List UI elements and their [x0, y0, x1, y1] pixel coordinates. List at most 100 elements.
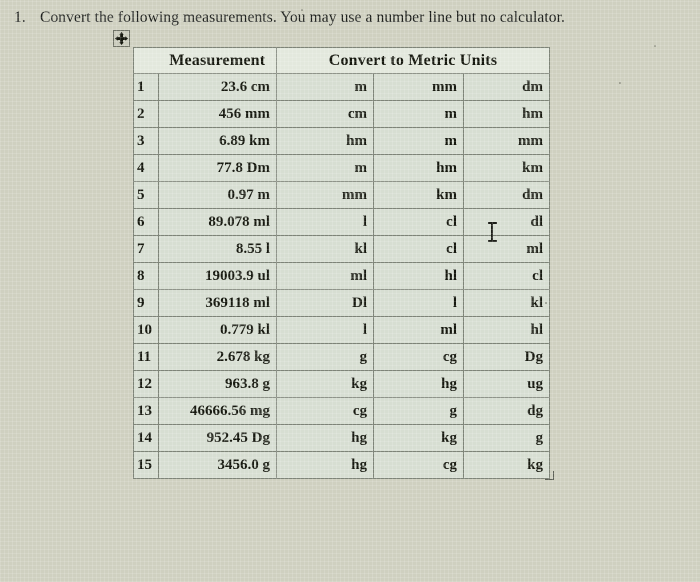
text-ibeam-cursor-icon — [488, 222, 497, 242]
measurement-value: 456 mm — [158, 100, 277, 128]
target-unit-1[interactable]: g — [276, 343, 374, 371]
target-unit-1[interactable]: l — [276, 316, 374, 344]
row-number: 1 — [133, 73, 159, 101]
table-row: 13 46666.56 mg cg g dg — [133, 397, 550, 425]
target-unit-3[interactable]: kl — [463, 289, 550, 317]
measurement-value: 89.078 ml — [158, 208, 277, 236]
target-unit-3[interactable]: g — [463, 424, 550, 452]
target-unit-3[interactable]: ml — [463, 235, 550, 263]
target-unit-1[interactable]: mm — [276, 181, 374, 209]
target-unit-3[interactable]: hl — [463, 316, 550, 344]
row-number: 14 — [133, 424, 159, 452]
row-number: 3 — [133, 127, 159, 155]
target-unit-2[interactable]: m — [373, 127, 464, 155]
target-unit-1[interactable]: cm — [276, 100, 374, 128]
target-unit-1[interactable]: hg — [276, 451, 374, 479]
target-unit-2[interactable]: hl — [373, 262, 464, 290]
table-move-handle-icon[interactable] — [113, 30, 130, 47]
target-unit-2[interactable]: cl — [373, 235, 464, 263]
target-unit-2[interactable]: cg — [373, 343, 464, 371]
target-unit-3[interactable]: hm — [463, 100, 550, 128]
target-unit-3[interactable]: km — [463, 154, 550, 182]
target-unit-1[interactable]: cg — [276, 397, 374, 425]
target-unit-1[interactable]: kl — [276, 235, 374, 263]
target-unit-1[interactable]: Dl — [276, 289, 374, 317]
target-unit-1[interactable]: l — [276, 208, 374, 236]
measurement-value: 19003.9 ul — [158, 262, 277, 290]
scan-speck — [545, 302, 547, 304]
table-row: 1 23.6 cm m mm dm — [133, 73, 550, 101]
table-row: 15 3456.0 g hg cg kg — [133, 451, 550, 479]
target-unit-2[interactable]: hg — [373, 370, 464, 398]
table-row: 6 89.078 ml l cl dl — [133, 208, 550, 236]
header-convert-to-metric-units: Convert to Metric Units — [276, 47, 550, 74]
target-unit-3[interactable]: ug — [463, 370, 550, 398]
target-unit-2[interactable]: kg — [373, 424, 464, 452]
row-number: 9 — [133, 289, 159, 317]
target-unit-3[interactable]: dl — [463, 208, 550, 236]
table-row: 7 8.55 l kl cl ml — [133, 235, 550, 263]
measurement-value: 77.8 Dm — [158, 154, 277, 182]
target-unit-3[interactable]: kg — [463, 451, 550, 479]
table-resize-handle-icon[interactable] — [545, 471, 554, 480]
measurement-value: 952.45 Dg — [158, 424, 277, 452]
table-row: 2 456 mm cm m hm — [133, 100, 550, 128]
target-unit-2[interactable]: g — [373, 397, 464, 425]
table-row: 4 77.8 Dm m hm km — [133, 154, 550, 182]
conversion-table-wrapper: Measurement Convert to Metric Units 1 23… — [133, 47, 550, 479]
table-row: 9 369118 ml Dl l kl — [133, 289, 550, 317]
measurement-value: 0.779 kl — [158, 316, 277, 344]
table-row: 11 2.678 kg g cg Dg — [133, 343, 550, 371]
target-unit-2[interactable]: mm — [373, 73, 464, 101]
measurement-value: 963.8 g — [158, 370, 277, 398]
measurement-value: 369118 ml — [158, 289, 277, 317]
target-unit-1[interactable]: kg — [276, 370, 374, 398]
table-row: 5 0.97 m mm km dm — [133, 181, 550, 209]
measurement-value: 46666.56 mg — [158, 397, 277, 425]
table-row: 12 963.8 g kg hg ug — [133, 370, 550, 398]
row-number: 7 — [133, 235, 159, 263]
target-unit-1[interactable]: hm — [276, 127, 374, 155]
target-unit-3[interactable]: mm — [463, 127, 550, 155]
table-row: 14 952.45 Dg hg kg g — [133, 424, 550, 452]
table-row: 8 19003.9 ul ml hl cl — [133, 262, 550, 290]
row-number: 2 — [133, 100, 159, 128]
table-header-row: Measurement Convert to Metric Units — [133, 47, 550, 74]
question-text: Convert the following measurements. You … — [40, 9, 565, 26]
target-unit-3[interactable]: dg — [463, 397, 550, 425]
target-unit-3[interactable]: Dg — [463, 343, 550, 371]
target-unit-1[interactable]: hg — [276, 424, 374, 452]
measurement-value: 23.6 cm — [158, 73, 277, 101]
measurement-value: 3456.0 g — [158, 451, 277, 479]
target-unit-1[interactable]: ml — [276, 262, 374, 290]
target-unit-2[interactable]: m — [373, 100, 464, 128]
header-measurement: Measurement — [158, 47, 277, 74]
row-number: 12 — [133, 370, 159, 398]
target-unit-3[interactable]: dm — [463, 181, 550, 209]
row-number: 5 — [133, 181, 159, 209]
target-unit-1[interactable]: m — [276, 73, 374, 101]
table-row: 3 6.89 km hm m mm — [133, 127, 550, 155]
question-prompt: 1. Convert the following measurements. Yo… — [14, 9, 614, 27]
target-unit-2[interactable]: ml — [373, 316, 464, 344]
target-unit-3[interactable]: cl — [463, 262, 550, 290]
row-number: 13 — [133, 397, 159, 425]
target-unit-2[interactable]: cl — [373, 208, 464, 236]
row-number: 15 — [133, 451, 159, 479]
row-number: 8 — [133, 262, 159, 290]
question-number: 1. — [14, 9, 26, 26]
target-unit-2[interactable]: hm — [373, 154, 464, 182]
row-number: 4 — [133, 154, 159, 182]
target-unit-2[interactable]: l — [373, 289, 464, 317]
target-unit-2[interactable]: cg — [373, 451, 464, 479]
measurement-value: 8.55 l — [158, 235, 277, 263]
measurement-value: 0.97 m — [158, 181, 277, 209]
conversion-table: Measurement Convert to Metric Units 1 23… — [133, 47, 550, 479]
header-blank-corner — [133, 47, 159, 74]
scan-speck — [654, 45, 656, 47]
target-unit-2[interactable]: km — [373, 181, 464, 209]
measurement-value: 6.89 km — [158, 127, 277, 155]
target-unit-1[interactable]: m — [276, 154, 374, 182]
table-head: Measurement Convert to Metric Units — [133, 47, 550, 74]
target-unit-3[interactable]: dm — [463, 73, 550, 101]
